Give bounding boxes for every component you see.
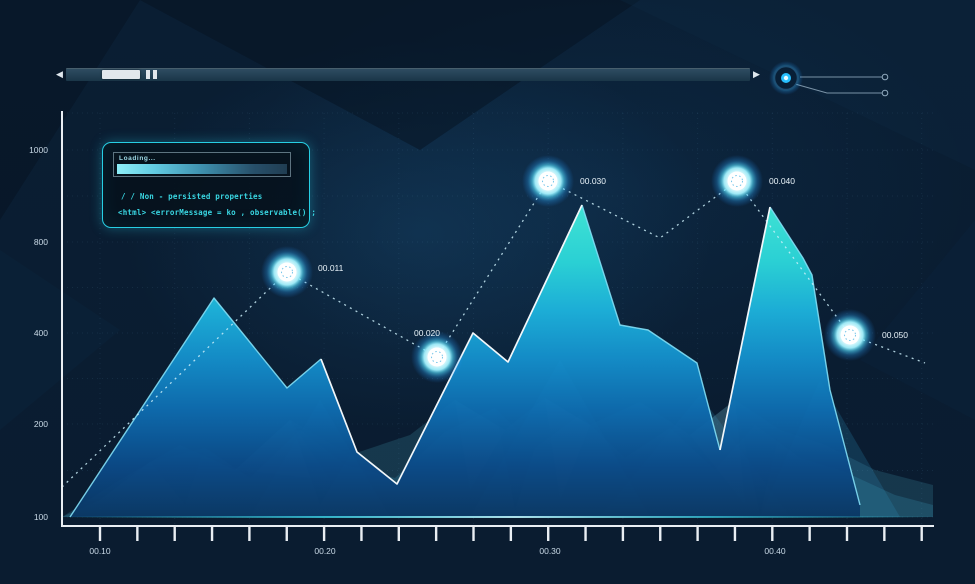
y-axis-label: 200	[34, 419, 48, 429]
x-axis-label: 00.10	[89, 546, 111, 556]
loading-label: Loading...	[119, 155, 156, 162]
marker-label: 00.020	[414, 328, 440, 338]
progress-bar	[117, 164, 287, 174]
data-marker-orb[interactable]: 00.030	[522, 155, 606, 207]
orb-dotted-ring	[281, 266, 293, 278]
scrollbar-track[interactable]	[66, 67, 750, 81]
scroll-right-icon[interactable]: ▶	[753, 69, 760, 79]
marker-label: 00.011	[318, 263, 344, 273]
y-axis-label: 100	[34, 512, 48, 522]
scrollbar-pause-bar	[146, 69, 150, 79]
marker-label: 00.030	[580, 176, 606, 186]
code-block: / / Non - persisted properties <html> <er…	[118, 189, 317, 221]
x-axis-label: 00.30	[539, 546, 561, 556]
area-series	[70, 205, 860, 517]
data-marker-orb[interactable]: 00.040	[711, 155, 795, 207]
orb-core	[840, 325, 860, 345]
y-axis-label: 400	[34, 328, 48, 338]
series-outline-cyan	[769, 206, 861, 506]
series-outline-white	[320, 204, 583, 485]
orb-dotted-ring	[731, 175, 743, 187]
series-outline-cyan	[69, 297, 322, 518]
node-widget[interactable]	[769, 61, 889, 97]
series-outline-cyan	[581, 204, 721, 451]
orb-core	[538, 171, 558, 191]
data-marker-orb[interactable]: 00.050	[824, 309, 908, 361]
orb-core	[427, 347, 447, 367]
loading-panel: Loading... / / Non - persisted propertie…	[102, 142, 317, 228]
node-core-highlight	[783, 75, 789, 81]
progress-container: Loading...	[113, 152, 291, 177]
orb-core	[727, 171, 747, 191]
series-outline-white	[719, 206, 771, 451]
x-axis-label: 00.20	[314, 546, 336, 556]
timeline-scrollbar[interactable]: ◀ ▶	[55, 66, 761, 82]
code-line: / / Non - persisted properties	[121, 192, 263, 201]
trend-dotted-line	[61, 180, 926, 488]
marker-label: 00.050	[882, 330, 908, 340]
orb-dotted-ring	[844, 329, 856, 341]
code-line: <html> <errorMessage = ko , observable()…	[118, 208, 317, 217]
line-end-ring	[881, 89, 889, 97]
orb-core	[277, 262, 297, 282]
marker-label: 00.040	[769, 176, 795, 186]
scroll-left-icon[interactable]: ◀	[56, 69, 63, 79]
line-end-ring	[881, 73, 889, 81]
orb-dotted-ring	[542, 175, 554, 187]
scrollbar-pause-bar	[153, 69, 157, 79]
y-axis-label: 800	[34, 237, 48, 247]
orb-dotted-ring	[431, 351, 443, 363]
x-axis-label: 00.40	[764, 546, 786, 556]
data-marker-orb[interactable]: 00.020	[411, 328, 463, 383]
data-marker-orb[interactable]: 00.011	[261, 246, 344, 298]
scrollbar-thumb[interactable]	[102, 69, 140, 79]
y-axis-label: 1000	[29, 145, 48, 155]
